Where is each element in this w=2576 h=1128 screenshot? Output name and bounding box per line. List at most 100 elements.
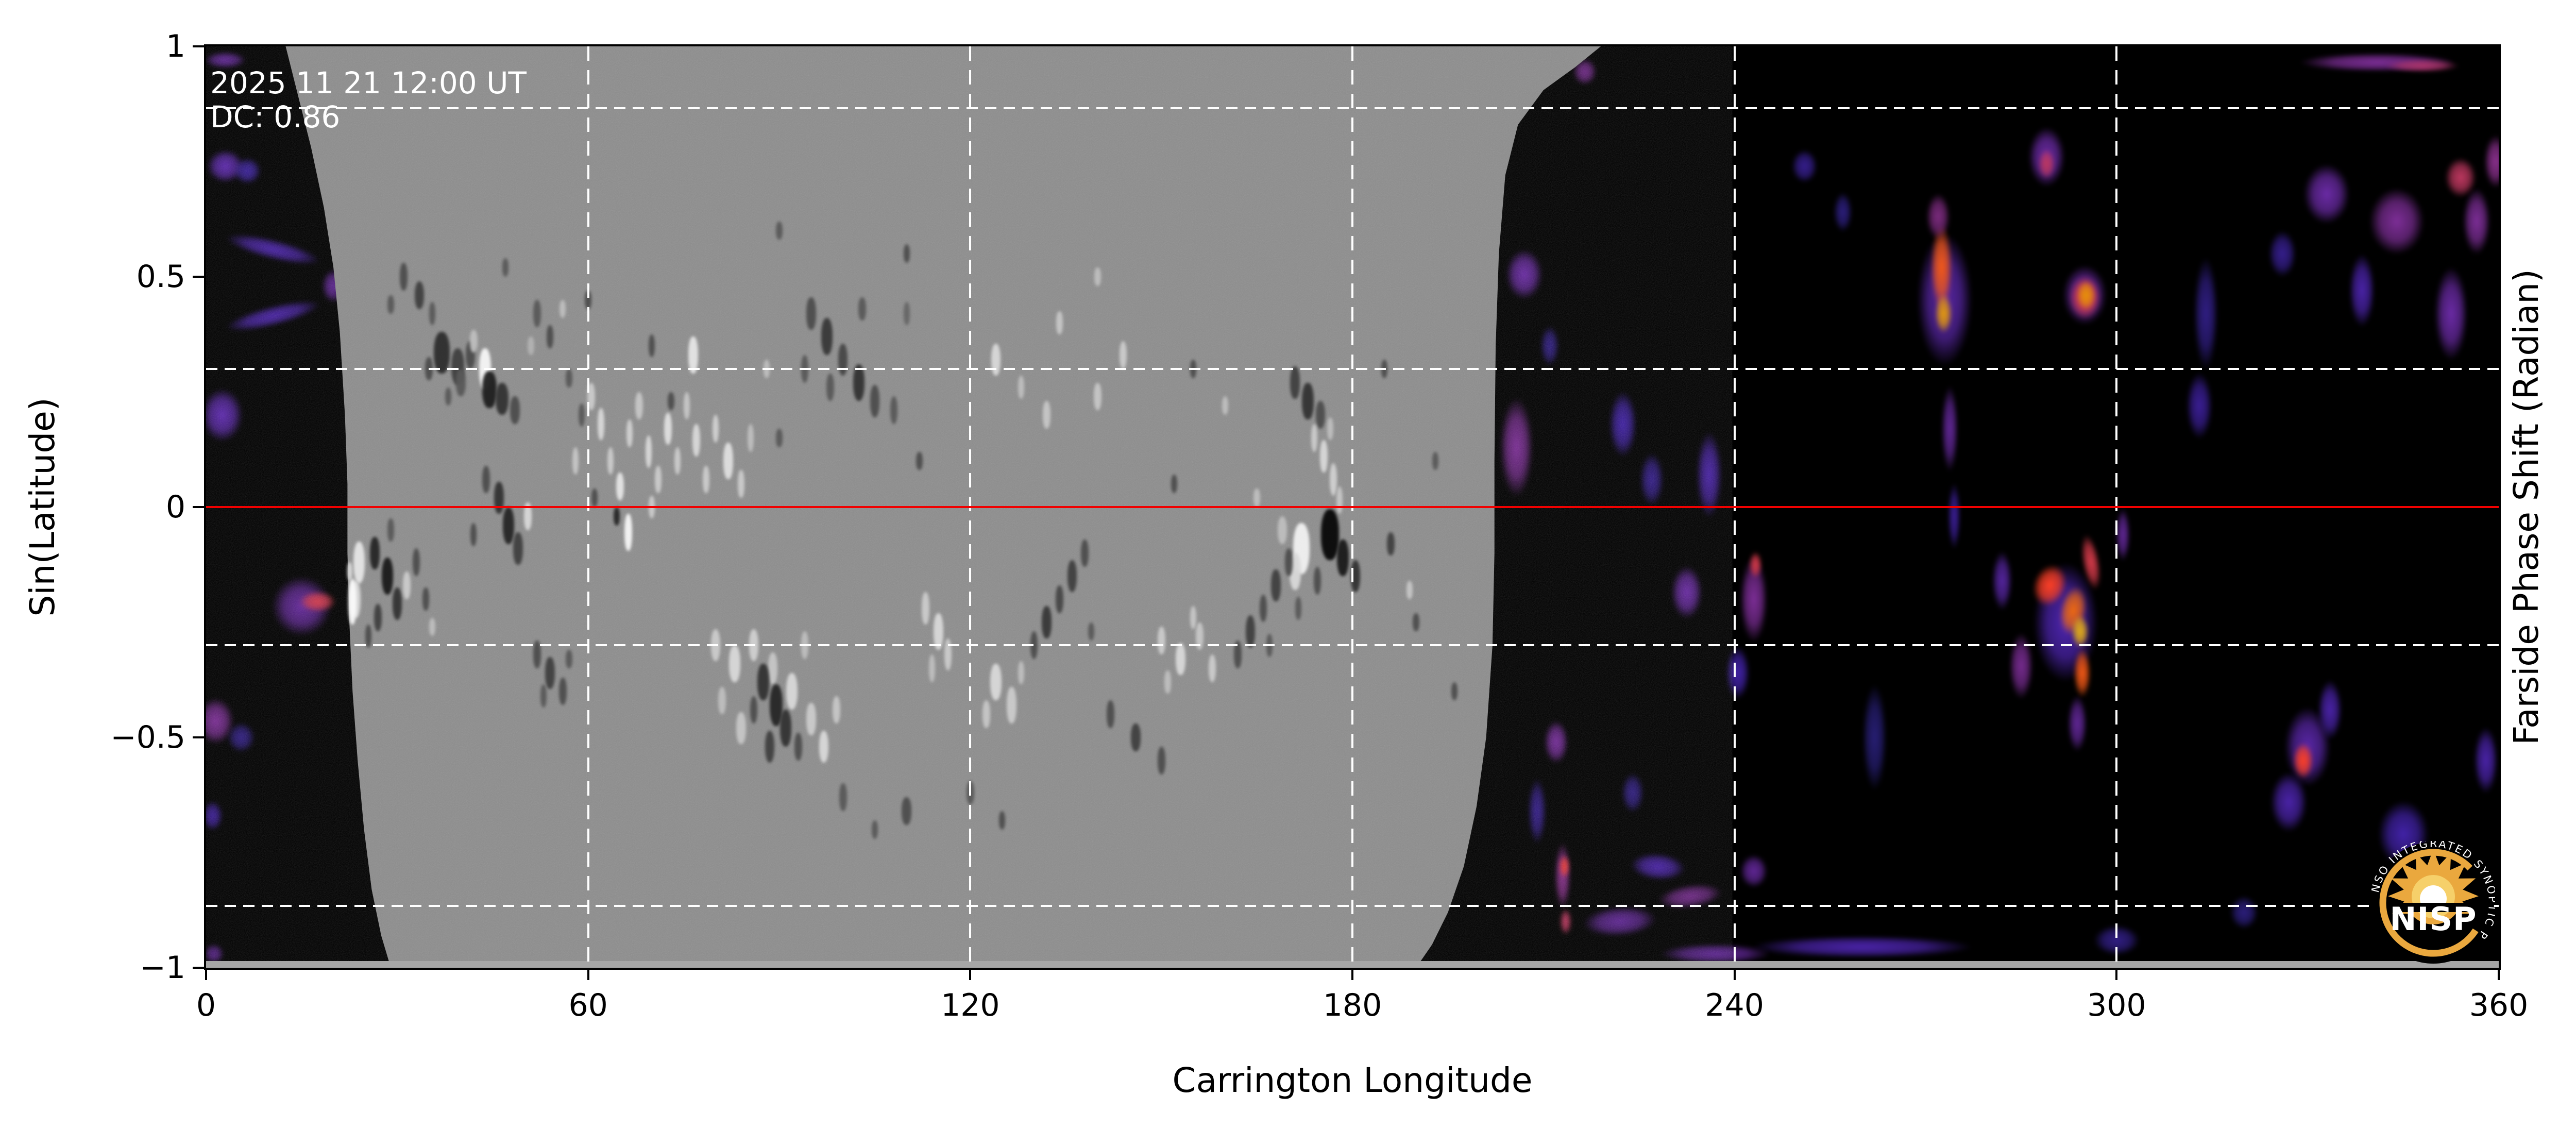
- active-region-speckle: [1018, 376, 1025, 399]
- y-axis-title: Sin(Latitude): [23, 397, 62, 617]
- active-region-speckle: [1081, 539, 1089, 567]
- active-region-speckle: [1157, 746, 1165, 775]
- active-region-speckle: [718, 686, 726, 715]
- active-region-speckle: [402, 571, 411, 599]
- active-region-speckle: [412, 548, 420, 577]
- x-tick-mark: [1351, 968, 1353, 980]
- farside-colorbar-title: Farside Phase Shift (Radian): [2506, 269, 2546, 745]
- farside-blob: [2263, 221, 2301, 286]
- equator-line: [206, 506, 2499, 508]
- active-region-speckle: [1253, 489, 1260, 507]
- logo-text-band: [2392, 902, 2475, 912]
- active-region-speckle: [387, 518, 394, 542]
- active-region-speckle: [528, 336, 534, 355]
- active-region-speckle: [1413, 613, 1419, 632]
- active-region-speckle: [1271, 569, 1281, 602]
- active-region-speckle: [684, 392, 690, 420]
- gridline-horizontal: [206, 644, 2499, 647]
- y-tick-label: −0.5: [110, 719, 185, 755]
- y-tick-label: −1: [140, 950, 185, 986]
- active-region-speckle: [399, 263, 408, 291]
- farside-blob: [1721, 636, 1754, 710]
- x-tick-mark: [205, 968, 207, 980]
- active-region-speckle: [494, 481, 504, 514]
- farside-blob: [1499, 240, 1550, 309]
- active-region-speckle: [1284, 548, 1293, 577]
- farside-blob: [1691, 415, 1727, 535]
- y-tick-mark: [193, 276, 206, 278]
- active-region-speckle: [365, 624, 372, 648]
- active-region-speckle: [482, 371, 497, 408]
- active-region-speckle: [794, 733, 802, 761]
- active-region-speckle: [429, 302, 435, 325]
- farside-blob: [1537, 318, 1563, 374]
- active-region-speckle: [616, 472, 624, 500]
- active-region-speckle: [624, 514, 632, 551]
- active-region-speckle: [1245, 615, 1256, 648]
- y-tick-mark: [193, 506, 206, 508]
- active-region-speckle: [757, 663, 769, 701]
- active-region-speckle: [688, 336, 698, 374]
- gridline-horizontal: [206, 367, 2499, 370]
- x-tick-label: 300: [2087, 987, 2146, 1023]
- active-region-speckle: [853, 364, 865, 401]
- x-tick-label: 240: [1705, 987, 1764, 1023]
- logo-nisp-text: NISP: [2389, 900, 2477, 938]
- active-region-speckle: [626, 419, 633, 447]
- active-region-speckle: [496, 382, 509, 415]
- active-region-speckle: [572, 447, 579, 475]
- active-region-speckle: [1119, 341, 1127, 369]
- active-region-speckle: [1313, 567, 1321, 595]
- active-region-speckle: [558, 677, 567, 705]
- magnetogram-active-regions-layer: [206, 46, 2499, 968]
- farside-blob: [2073, 274, 2099, 316]
- active-region-speckle: [1171, 475, 1178, 494]
- active-region-speckle: [776, 429, 783, 447]
- active-region-speckle: [768, 652, 778, 685]
- active-region-speckle: [1315, 401, 1326, 429]
- active-region-speckle: [1321, 509, 1340, 560]
- active-region-speckle: [607, 447, 614, 475]
- active-region-speckle: [806, 297, 816, 330]
- active-region-speckle: [1157, 627, 1165, 655]
- active-region-speckle: [750, 696, 758, 724]
- active-region-speckle: [392, 587, 402, 620]
- active-region-speckle: [482, 465, 490, 494]
- active-region-speckle: [502, 258, 509, 277]
- active-region-speckle: [1208, 654, 1216, 682]
- gridline-horizontal: [206, 107, 2499, 109]
- active-region-speckle: [858, 297, 866, 321]
- active-region-speckle: [1190, 606, 1197, 629]
- farside-blob: [2035, 143, 2058, 185]
- active-region-speckle: [1106, 700, 1114, 729]
- farside-blob: [2313, 668, 2347, 751]
- active-region-speckle: [833, 696, 841, 724]
- active-region-speckle: [991, 343, 1001, 376]
- active-region-speckle: [826, 373, 834, 401]
- active-region-speckle: [668, 392, 674, 411]
- active-region-speckle: [1451, 682, 1458, 701]
- active-region-speckle: [1277, 516, 1287, 544]
- active-region-speckle: [655, 465, 662, 494]
- active-region-speckle: [982, 700, 990, 729]
- active-region-speckle: [503, 507, 515, 544]
- active-region-speckle: [545, 656, 555, 689]
- farside-blob: [2263, 760, 2314, 844]
- farside-blob: [2004, 620, 2038, 712]
- active-region-speckle: [1056, 311, 1063, 334]
- active-region-speckle: [1259, 594, 1267, 622]
- farside-blob: [1556, 850, 1572, 883]
- active-region-speckle: [922, 592, 930, 625]
- active-region-speckle: [1007, 686, 1016, 724]
- active-region-speckle: [839, 783, 847, 812]
- farside-blob: [206, 378, 251, 452]
- active-region-speckle: [649, 334, 655, 358]
- active-region-speckle: [566, 368, 572, 388]
- gridline-horizontal: [206, 905, 2499, 907]
- active-region-speckle: [579, 403, 585, 427]
- farside-blob: [1494, 378, 1540, 516]
- active-region-speckle: [1319, 440, 1328, 473]
- nisp-logo: NISP NSO INTEGRATED SYNOPTIC PROGRAM: [2371, 841, 2495, 964]
